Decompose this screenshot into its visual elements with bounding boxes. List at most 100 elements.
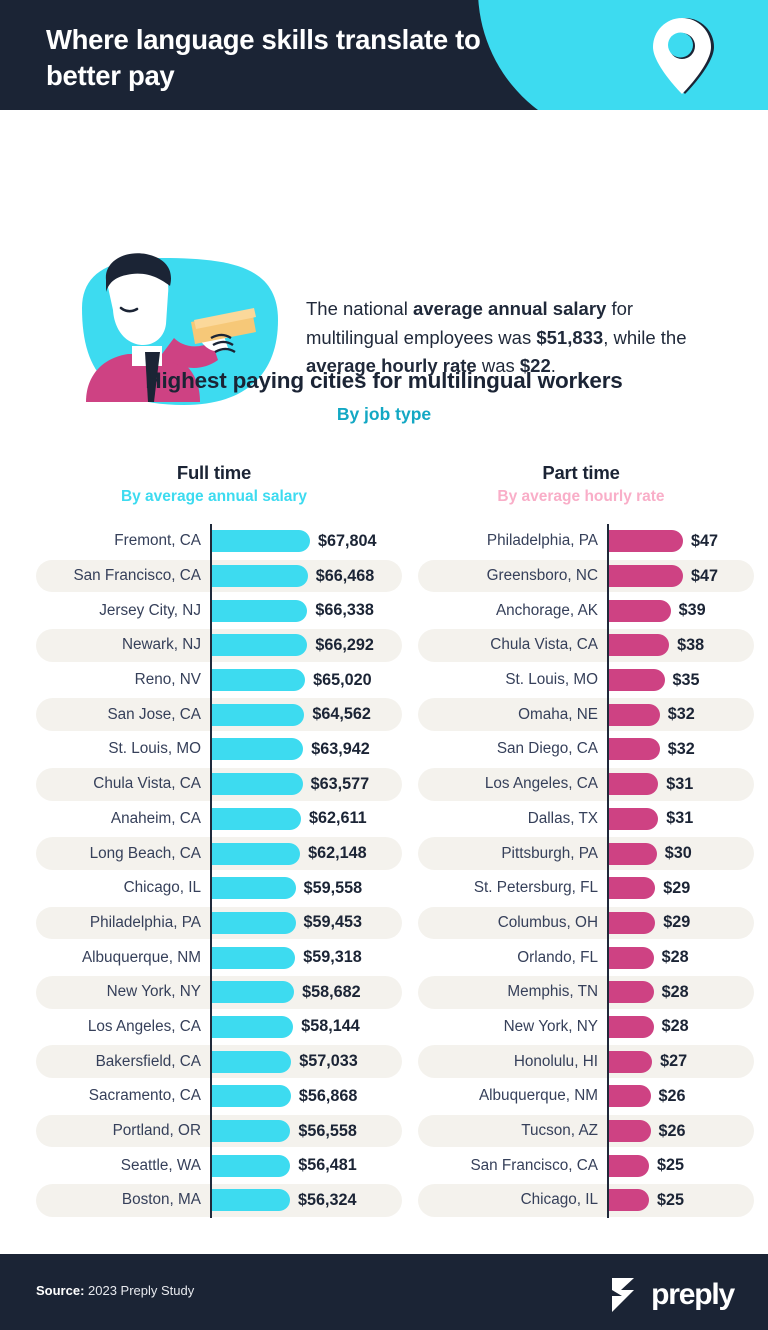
value-label: $57,033 <box>299 1052 358 1071</box>
table-row: Pittsburgh, PA $30 <box>394 836 768 871</box>
section-subtitle: By job type <box>336 404 432 424</box>
source-note: Source: 2023 Preply Study <box>36 1283 194 1298</box>
value-bar <box>609 877 656 900</box>
bar-zone: $58,144 <box>210 1009 406 1045</box>
table-row: Columbus, OH $29 <box>394 905 768 941</box>
table-row: San Francisco, CA $66,468 <box>22 558 406 594</box>
city-label: Columbus, OH <box>497 913 598 931</box>
value-label: $58,682 <box>302 982 361 1001</box>
intro-bold-4: $22 <box>519 355 551 377</box>
bar-zone: $29 <box>607 870 768 906</box>
value-bar <box>212 1015 294 1038</box>
fulltime-column: Full time By average annual salary Fremo… <box>22 462 406 1218</box>
value-bar <box>609 1015 654 1038</box>
value-label: $39 <box>678 601 706 620</box>
value-label: $56,481 <box>298 1156 357 1175</box>
table-row: Albuquerque, NM $26 <box>394 1079 768 1114</box>
value-label: $32 <box>667 739 695 758</box>
city-label: St. Louis, MO <box>505 671 598 689</box>
bar-zone: $59,318 <box>210 940 406 975</box>
value-bar <box>609 773 659 796</box>
bar-zone: $64,562 <box>210 697 406 733</box>
fulltime-heading: Full time <box>176 462 252 483</box>
table-row: Sacramento, CA $56,868 <box>22 1079 406 1114</box>
city-label: St. Petersburg, FL <box>473 879 598 897</box>
bar-zone: $63,942 <box>210 732 406 767</box>
value-label: $28 <box>661 948 689 967</box>
bar-zone: $28 <box>607 940 768 975</box>
table-row: Long Beach, CA $62,148 <box>22 836 406 871</box>
bar-zone: $26 <box>607 1113 768 1149</box>
value-bar <box>212 807 301 830</box>
intro-text-1: The national <box>306 298 413 319</box>
table-row: Fremont, CA $67,804 <box>22 524 406 559</box>
bar-zone: $62,611 <box>210 801 406 837</box>
value-bar <box>609 911 656 934</box>
value-label: $47 <box>691 531 719 550</box>
value-bar <box>609 530 683 553</box>
table-row: Philadelphia, PA $47 <box>394 524 768 559</box>
value-bar <box>212 1154 291 1177</box>
value-label: $59,318 <box>303 948 362 967</box>
city-label: Pittsburgh, PA <box>501 844 598 862</box>
value-label: $28 <box>661 982 689 1001</box>
value-bar <box>609 1154 649 1177</box>
value-label: $56,868 <box>298 1086 358 1105</box>
intro-bold-2: $51,833 <box>536 326 604 348</box>
value-label: $66,468 <box>315 566 375 585</box>
city-label: Chicago, IL <box>520 1191 598 1209</box>
table-row: Philadelphia, PA $59,453 <box>22 905 406 941</box>
value-bar <box>609 946 654 969</box>
table-row: Seattle, WA $56,481 <box>22 1148 406 1184</box>
table-row: Dallas, TX $31 <box>394 801 768 837</box>
city-label: Omaha, NE <box>518 705 598 723</box>
value-bar <box>609 738 660 761</box>
value-bar <box>212 1050 292 1073</box>
city-label: Dallas, TX <box>527 809 598 827</box>
city-label: New York, NY <box>503 1017 598 1035</box>
value-bar <box>609 981 654 1004</box>
city-label: Sacramento, CA <box>88 1087 201 1105</box>
city-label: Portland, OR <box>112 1122 201 1140</box>
city-label: Bakersfield, CA <box>95 1052 201 1070</box>
value-bar <box>212 911 296 934</box>
value-bar <box>212 981 295 1004</box>
value-label: $56,324 <box>298 1190 357 1209</box>
bar-zone: $31 <box>607 801 768 837</box>
city-label: San Diego, CA <box>496 740 598 758</box>
bar-zone: $66,468 <box>210 558 406 594</box>
value-label: $28 <box>661 1017 689 1036</box>
city-label: Newark, NJ <box>121 636 201 654</box>
value-bar <box>212 877 296 900</box>
value-bar <box>609 669 665 692</box>
man-holding-cash-illustration <box>66 250 296 415</box>
table-row: Newark, NJ $66,292 <box>22 628 406 663</box>
value-label: $64,562 <box>312 705 371 724</box>
city-label: Seattle, WA <box>120 1156 201 1174</box>
city-label: Reno, NV <box>134 671 201 689</box>
value-bar <box>609 1120 651 1143</box>
value-bar <box>609 703 660 726</box>
bar-zone: $39 <box>607 593 768 629</box>
city-label: Boston, MA <box>121 1191 201 1209</box>
city-label: San Francisco, CA <box>73 567 201 585</box>
bar-zone: $63,577 <box>210 766 406 802</box>
value-bar <box>212 946 296 969</box>
intro-text-4: was <box>476 355 520 377</box>
value-label: $62,148 <box>308 844 367 863</box>
table-row: Anaheim, CA $62,611 <box>22 801 406 837</box>
table-row: Reno, NV $65,020 <box>22 662 406 698</box>
table-row: Albuquerque, NM $59,318 <box>22 940 406 975</box>
section-title: Highest paying cities for multilingual w… <box>145 368 623 393</box>
bar-zone: $57,033 <box>210 1044 406 1079</box>
value-label: $67,804 <box>318 531 377 550</box>
bar-zone: $47 <box>607 558 768 594</box>
table-row: Omaha, NE $32 <box>394 697 768 733</box>
preply-flag-icon <box>612 1278 635 1312</box>
intro-text-2: for multilingual employees was <box>306 298 634 348</box>
city-label: San Francisco, CA <box>470 1156 598 1174</box>
value-label: $62,611 <box>309 809 367 828</box>
value-bar <box>609 599 671 622</box>
value-label: $35 <box>672 670 700 689</box>
value-bar <box>212 599 308 622</box>
